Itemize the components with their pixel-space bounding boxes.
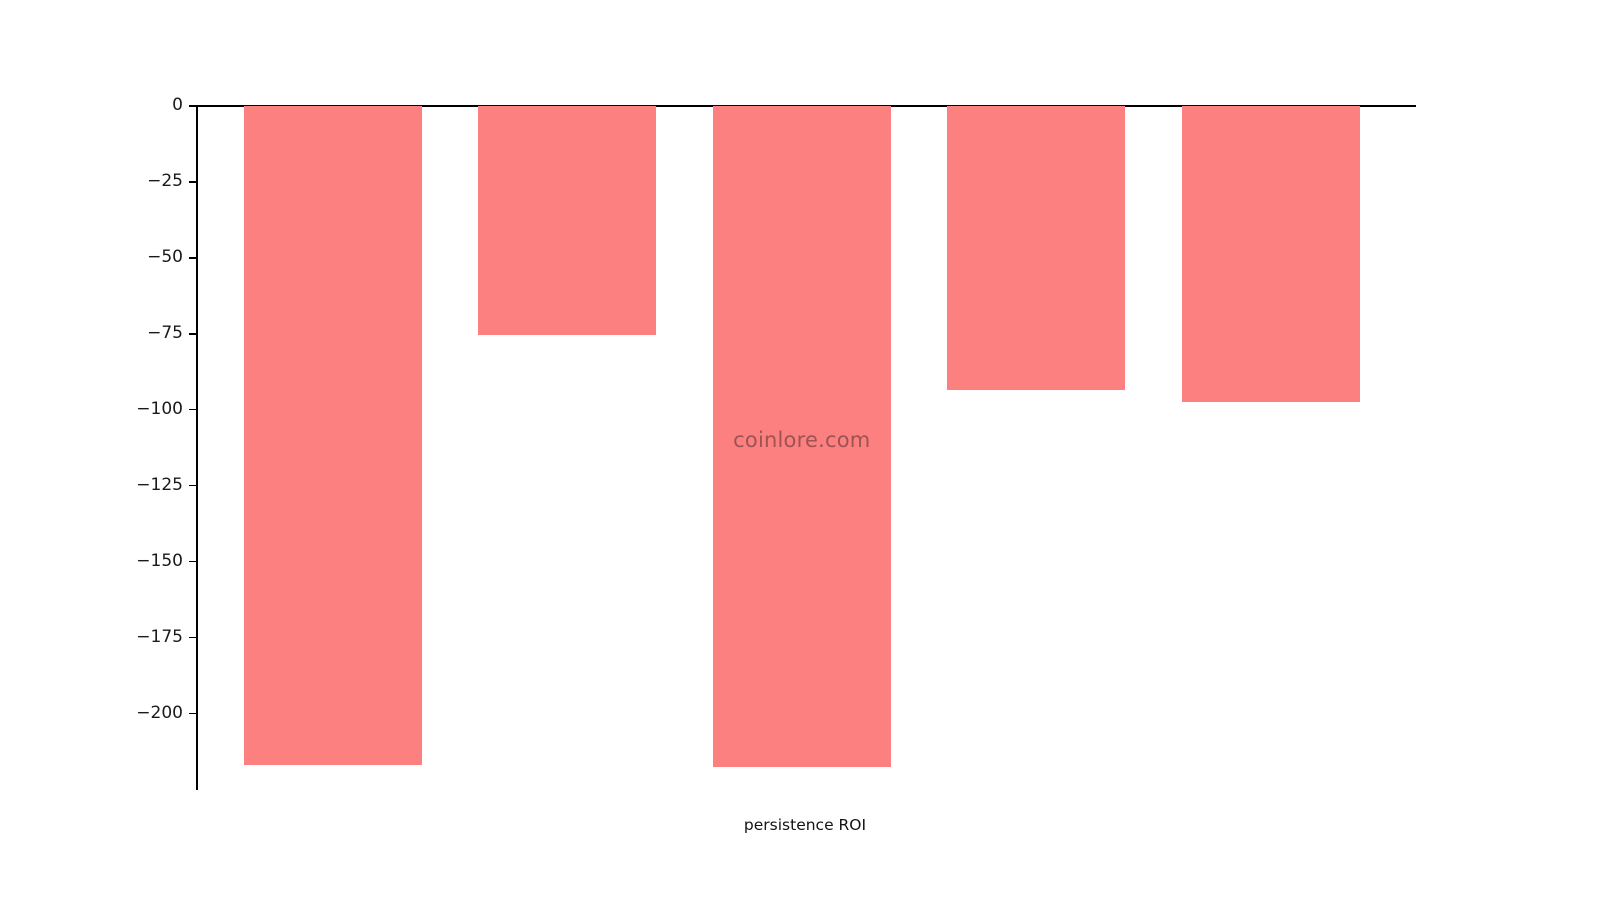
bar (243, 106, 423, 766)
y-tick-mark (189, 484, 197, 487)
y-tick-label: −175 (136, 626, 183, 647)
y-axis-spine (196, 106, 198, 790)
bar (947, 106, 1126, 390)
x-axis-label-text: persistence ROI (743, 816, 867, 834)
y-tick-mark (189, 712, 197, 715)
y-tick-mark (189, 105, 197, 107)
bar (478, 106, 657, 336)
y-tick-label: −25 (147, 170, 183, 191)
y-tick-label: 0 (172, 95, 183, 115)
zero-baseline (197, 105, 1416, 107)
y-tick-mark (189, 409, 197, 411)
bar (1181, 106, 1360, 403)
y-tick-label: −100 (136, 398, 183, 419)
y-tick-mark (189, 636, 197, 639)
y-tick-mark (189, 333, 197, 335)
y-tick-mark (189, 257, 197, 259)
y-tick-label: −125 (136, 474, 183, 495)
y-tick-label: −150 (136, 550, 183, 571)
bar (712, 106, 891, 767)
y-tick-mark (189, 560, 197, 563)
y-tick-label: −50 (147, 246, 183, 267)
y-tick-label: −75 (147, 322, 183, 343)
y-tick-mark (189, 181, 197, 183)
y-tick-label: −200 (136, 702, 183, 723)
